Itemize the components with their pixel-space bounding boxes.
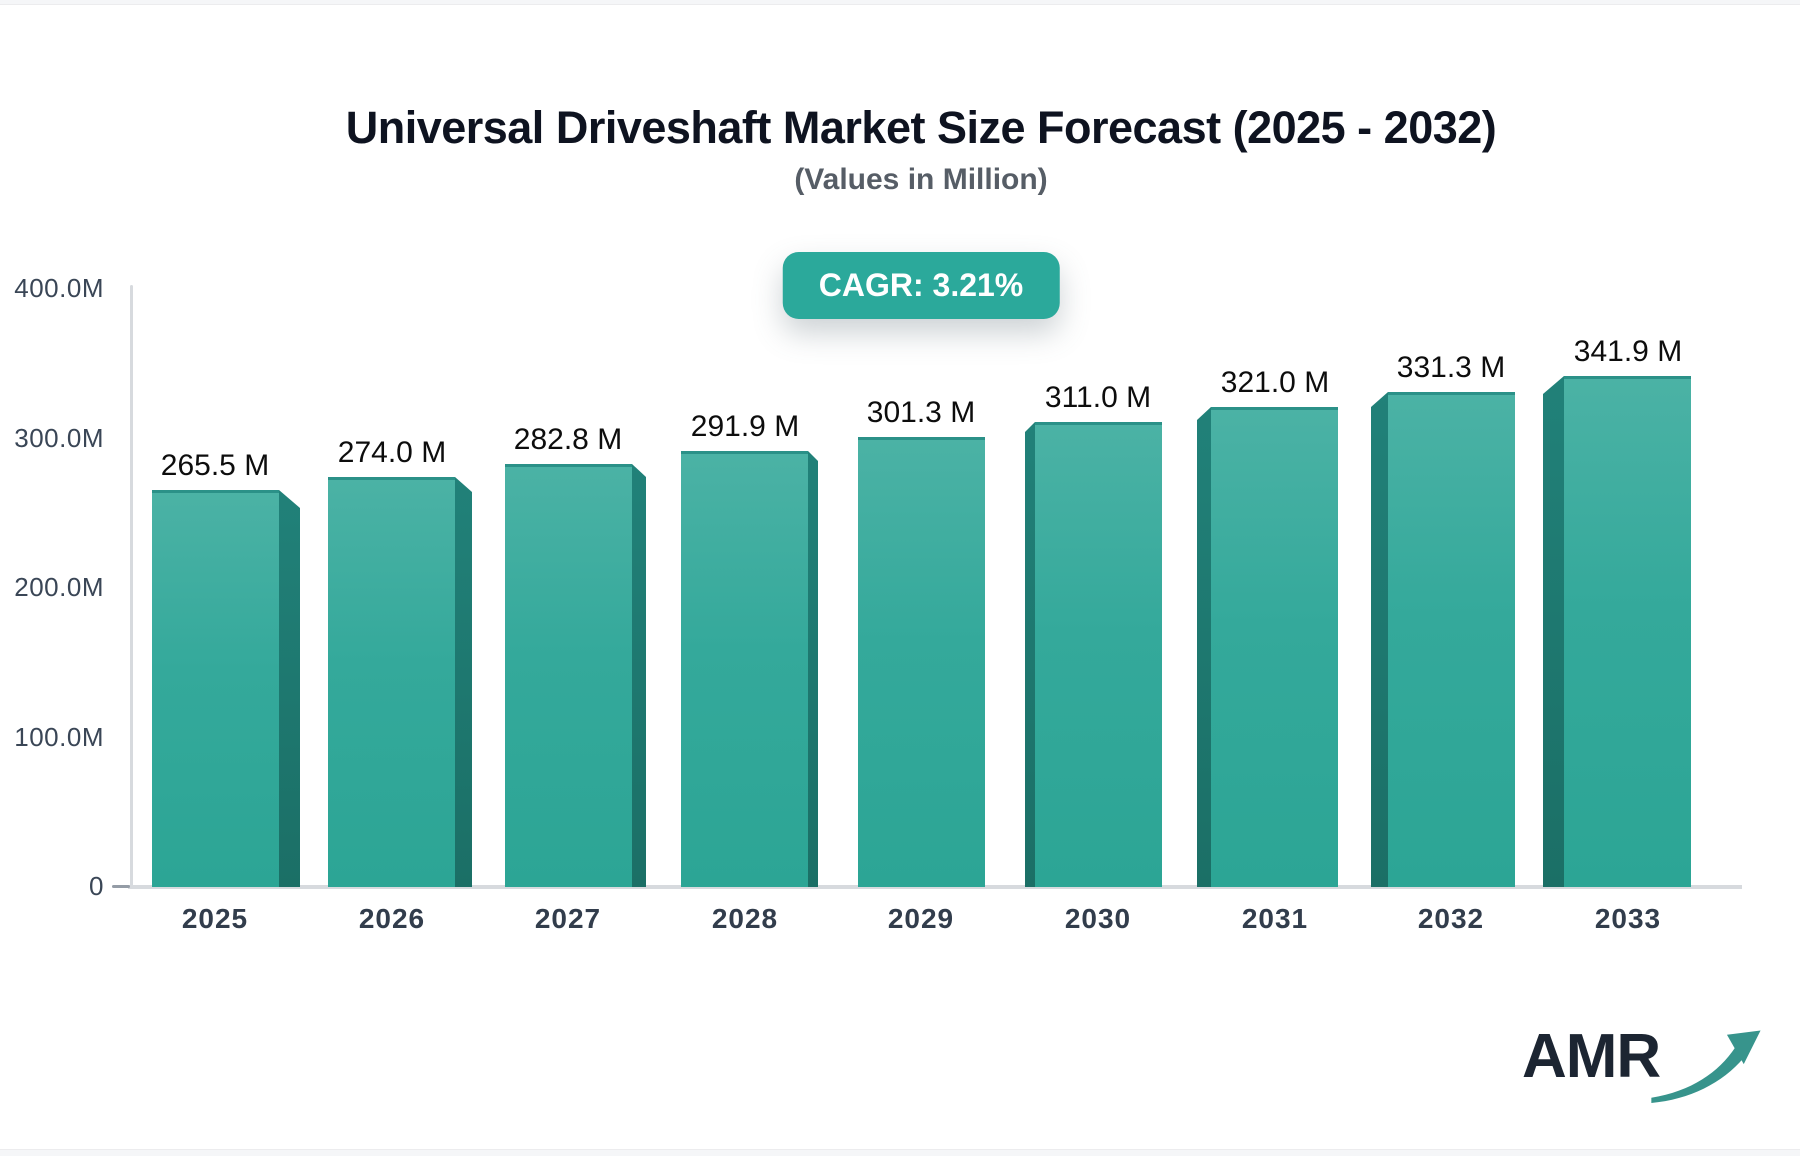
top-edge-strip	[0, 0, 1800, 5]
bar-2027-side-face	[632, 464, 646, 887]
y-axis-tick-300.0M: 300.0M	[14, 422, 104, 453]
bar-2026[interactable]	[328, 477, 455, 887]
x-axis-label-2028: 2028	[711, 903, 779, 934]
bar-2025-side-face	[279, 490, 300, 887]
x-axis-label-2030: 2030	[1064, 903, 1132, 934]
bar-2028-side-face	[808, 451, 818, 887]
y-axis-line	[130, 285, 133, 887]
x-axis-label-2031: 2031	[1241, 903, 1309, 934]
x-axis-label-2026: 2026	[358, 903, 426, 934]
bar-2033[interactable]	[1564, 376, 1691, 887]
y-axis-tick-200.0M: 200.0M	[14, 572, 104, 602]
bar-2030[interactable]	[1035, 422, 1162, 887]
bar-2031-side-face	[1197, 407, 1211, 887]
x-axis-label-2032: 2032	[1417, 903, 1485, 934]
bar-value-label-2029: 301.3 M	[866, 396, 976, 429]
chart-title: Universal Driveshaft Market Size Forecas…	[345, 102, 1497, 153]
bar-2030-side-face	[1025, 422, 1035, 887]
bottom-edge-strip	[0, 1149, 1800, 1156]
chart-subtitle: (Values in Million)	[794, 163, 1048, 196]
bar-value-label-2030: 311.0 M	[1044, 381, 1152, 414]
bar-value-label-2025: 265.5 M	[160, 449, 270, 482]
growth-arrow-icon	[1648, 1020, 1766, 1109]
x-axis-label-2027: 2027	[534, 903, 602, 934]
y-axis-tick-400.0M: 400.0M	[14, 273, 104, 303]
x-axis-label-2025: 2025	[181, 903, 249, 934]
bar-2032-side-face	[1371, 392, 1388, 887]
bar-value-label-2027: 282.8 M	[513, 423, 623, 456]
y-axis-tick-0: 0	[89, 871, 104, 901]
x-axis-label-2029: 2029	[887, 903, 955, 934]
bar-2027[interactable]	[505, 464, 632, 887]
bar-2032[interactable]	[1388, 392, 1515, 887]
x-axis-label-2033: 2033	[1594, 903, 1662, 934]
bar-value-label-2028: 291.9 M	[690, 410, 800, 443]
bar-2031[interactable]	[1211, 407, 1338, 887]
bar-2029[interactable]	[858, 437, 985, 887]
x-axis-baseline	[128, 885, 1742, 889]
amr-logo-text: AMR	[1522, 1022, 1661, 1091]
bar-value-label-2033: 341.9 M	[1573, 335, 1683, 368]
zero-tick-mark	[112, 885, 130, 888]
bar-2028[interactable]	[681, 451, 808, 887]
bar-2025[interactable]	[152, 490, 279, 887]
bar-2033-side-face	[1543, 376, 1564, 887]
amr-logo: AMR	[1522, 1026, 1766, 1109]
bar-value-label-2032: 331.3 M	[1396, 351, 1506, 384]
bar-2026-side-face	[455, 477, 472, 887]
y-axis-tick-100.0M: 100.0M	[14, 721, 104, 752]
bar-value-label-2031: 321.0 M	[1220, 366, 1330, 399]
bar-value-label-2026: 274.0 M	[337, 436, 447, 469]
cagr-badge: CAGR: 3.21%	[782, 252, 1060, 319]
